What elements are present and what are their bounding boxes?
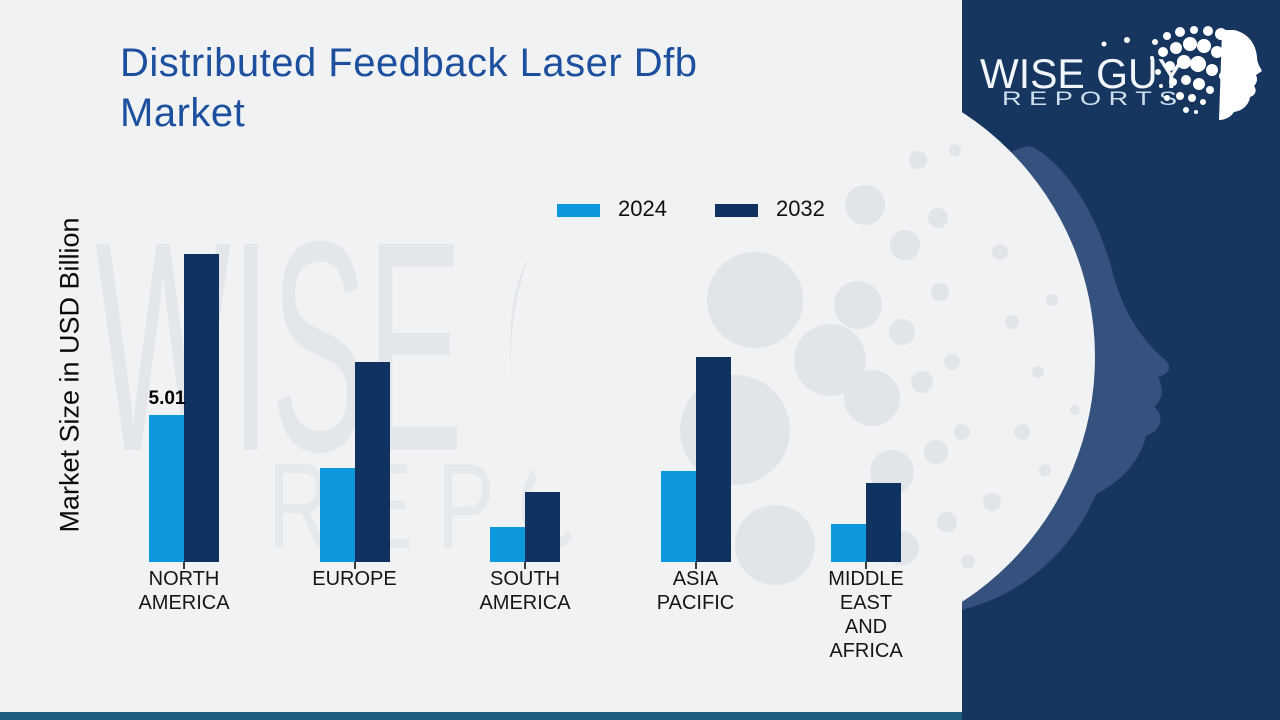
bar-2024-asia-pacific xyxy=(660,471,696,562)
axis-tick xyxy=(353,562,356,569)
bar-2024-middle-east-and-africa xyxy=(831,524,866,562)
bar-2032-middle-east-and-africa xyxy=(866,483,901,562)
legend-swatch-2032 xyxy=(714,203,758,217)
bar-2032-south-america xyxy=(525,492,560,562)
legend-label-2024: 2024 xyxy=(618,196,667,221)
y-axis-label: Market Size in USD Billion xyxy=(54,217,85,533)
wiseguy-logo: WISE GUY R E P O R T S xyxy=(980,26,1262,120)
bar-2024-south-america xyxy=(490,527,525,562)
axis-tick xyxy=(694,562,697,569)
axis-tick xyxy=(524,562,526,569)
page-title-line1: Distributed Feedback Laser Dfb xyxy=(120,41,698,85)
category-label: NORTH AMERICA xyxy=(138,568,230,614)
bar-2024-north-america xyxy=(149,415,184,562)
category-label: ASIA PACIFIC xyxy=(656,568,735,614)
value-label: 5.01 xyxy=(148,388,186,409)
logo-face-icon xyxy=(1219,30,1262,120)
bar-2032-asia-pacific xyxy=(695,357,731,562)
axis-tick xyxy=(183,562,185,569)
page-title-line2: Market xyxy=(120,91,246,135)
page-title: Distributed Feedback Laser Dfb Market xyxy=(120,38,698,138)
logo-dots-icon xyxy=(1101,26,1229,114)
bar-2032-north-america xyxy=(184,254,219,562)
legend: 2024 2032 xyxy=(557,196,825,222)
bottom-accent-bar xyxy=(0,712,1280,720)
bar-2024-europe xyxy=(319,468,355,562)
legend-label-2032: 2032 xyxy=(775,196,825,221)
circle-spots xyxy=(680,144,1080,585)
legend-swatch-2024 xyxy=(557,203,600,217)
logo-reports-text: R E P O R T S xyxy=(1002,89,1177,110)
category-label: SOUTH AMERICA xyxy=(479,568,571,614)
category-label: MIDDLE EAST AND AFRICA xyxy=(828,568,904,662)
bar-2032-europe xyxy=(354,362,390,562)
category-label: EUROPE xyxy=(312,568,397,590)
axis-tick xyxy=(865,562,867,569)
